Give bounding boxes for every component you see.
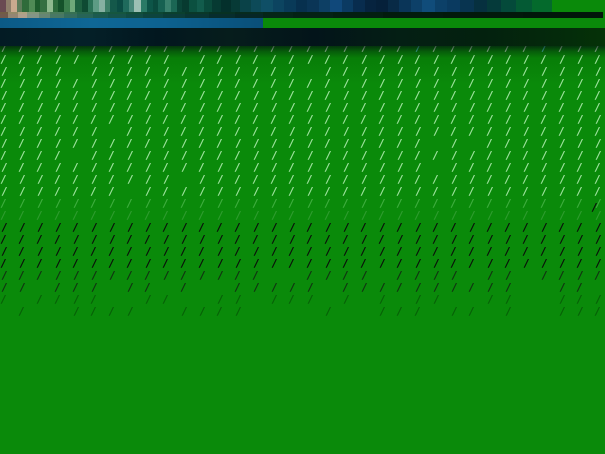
glitch-block: [129, 0, 134, 12]
glitch-block: [204, 0, 212, 12]
glitch2-block: [108, 12, 126, 18]
glitch-block: [197, 0, 204, 12]
glitch-block: [11, 0, 17, 12]
glitch2-block: [39, 12, 50, 18]
glitch2-block: [0, 12, 8, 18]
glitch-block: [422, 0, 435, 12]
glitch2-block: [50, 12, 64, 18]
glitch2-block: [27, 12, 39, 18]
glitch-block: [70, 0, 75, 12]
stray-glyph-icon: /: [591, 201, 598, 214]
glitch-block: [147, 0, 153, 12]
glitch-block: [29, 0, 35, 12]
glitch-block: [231, 0, 240, 12]
glitch2-block: [333, 12, 383, 18]
glitch-block: [353, 0, 365, 12]
glitch-block: [171, 0, 177, 12]
glitch2-block: [18, 12, 27, 18]
glitch-block: [261, 0, 273, 12]
glitch-block: [284, 0, 296, 12]
glitch-block: [487, 0, 501, 12]
glitch-block: [93, 0, 99, 12]
glitch-block: [134, 0, 141, 12]
glitch-block: [474, 0, 487, 12]
glitch2-block: [443, 12, 523, 18]
glitch2-block: [8, 12, 18, 18]
glitch2-block: [126, 12, 143, 18]
glitch-block: [365, 0, 376, 12]
glitch2-block: [293, 12, 333, 18]
glitch-block: [388, 0, 399, 12]
glitch-block: [273, 0, 284, 12]
glitch2-block: [523, 12, 603, 18]
glitch-block: [53, 0, 58, 12]
glitch-block: [105, 0, 110, 12]
glitch-block: [75, 0, 82, 12]
glitch-block: [0, 0, 6, 12]
glitch-block: [532, 0, 552, 12]
dark-header-fade: [0, 44, 605, 58]
glitch-block: [110, 0, 117, 12]
glitch2-block: [143, 12, 163, 18]
glitch-block: [189, 0, 197, 12]
glitch-block: [153, 0, 158, 12]
glitch2-block: [185, 12, 209, 18]
glitch-block: [123, 0, 129, 12]
glitch-block: [251, 0, 261, 12]
glitch-block: [58, 0, 64, 12]
glitch2-block: [235, 12, 263, 18]
dark-header-band: [0, 28, 605, 46]
glitch-block: [88, 0, 93, 12]
glitch-block: [177, 0, 182, 12]
glitch2-block: [163, 12, 185, 18]
glitch-block: [141, 0, 147, 12]
glitch2-block: [263, 12, 293, 18]
glitch2-block: [383, 12, 443, 18]
glitch2-block: [64, 12, 77, 18]
glitch-block: [182, 0, 189, 12]
glitch-block: [501, 0, 516, 12]
glitch-block: [399, 0, 411, 12]
glitch-block: [17, 0, 22, 12]
secondary-glitch-strip: [0, 12, 605, 18]
glitch2-block: [209, 12, 235, 18]
glitch-block: [435, 0, 447, 12]
top-glitch-strip: [0, 0, 605, 12]
glitch-block: [330, 0, 342, 12]
glitch2-block: [93, 12, 108, 18]
glitch-block: [117, 0, 123, 12]
glitch-block: [411, 0, 422, 12]
glitch-block: [296, 0, 307, 12]
glitch-block: [82, 0, 88, 12]
green-background-upper: [0, 30, 605, 210]
glitch-block: [212, 0, 221, 12]
glitch-block: [319, 0, 330, 12]
glitch-block: [447, 0, 460, 12]
glitch-block: [307, 0, 319, 12]
glitch-block: [99, 0, 105, 12]
glitch-block: [342, 0, 353, 12]
glitch-block: [516, 0, 532, 12]
glitch-block: [460, 0, 474, 12]
glitch-block: [376, 0, 388, 12]
glitch-block: [22, 0, 29, 12]
glitch-block: [40, 0, 47, 12]
glitch2-block: [77, 12, 93, 18]
glitch-block: [240, 0, 251, 12]
glitch-block: [35, 0, 40, 12]
glitch-block: [6, 0, 11, 12]
solid-green-region: [0, 322, 605, 454]
glitch-block: [165, 0, 171, 12]
glitch-block: [64, 0, 70, 12]
glitch-block: [47, 0, 53, 12]
glitch-block: [158, 0, 165, 12]
glitch-block: [221, 0, 231, 12]
